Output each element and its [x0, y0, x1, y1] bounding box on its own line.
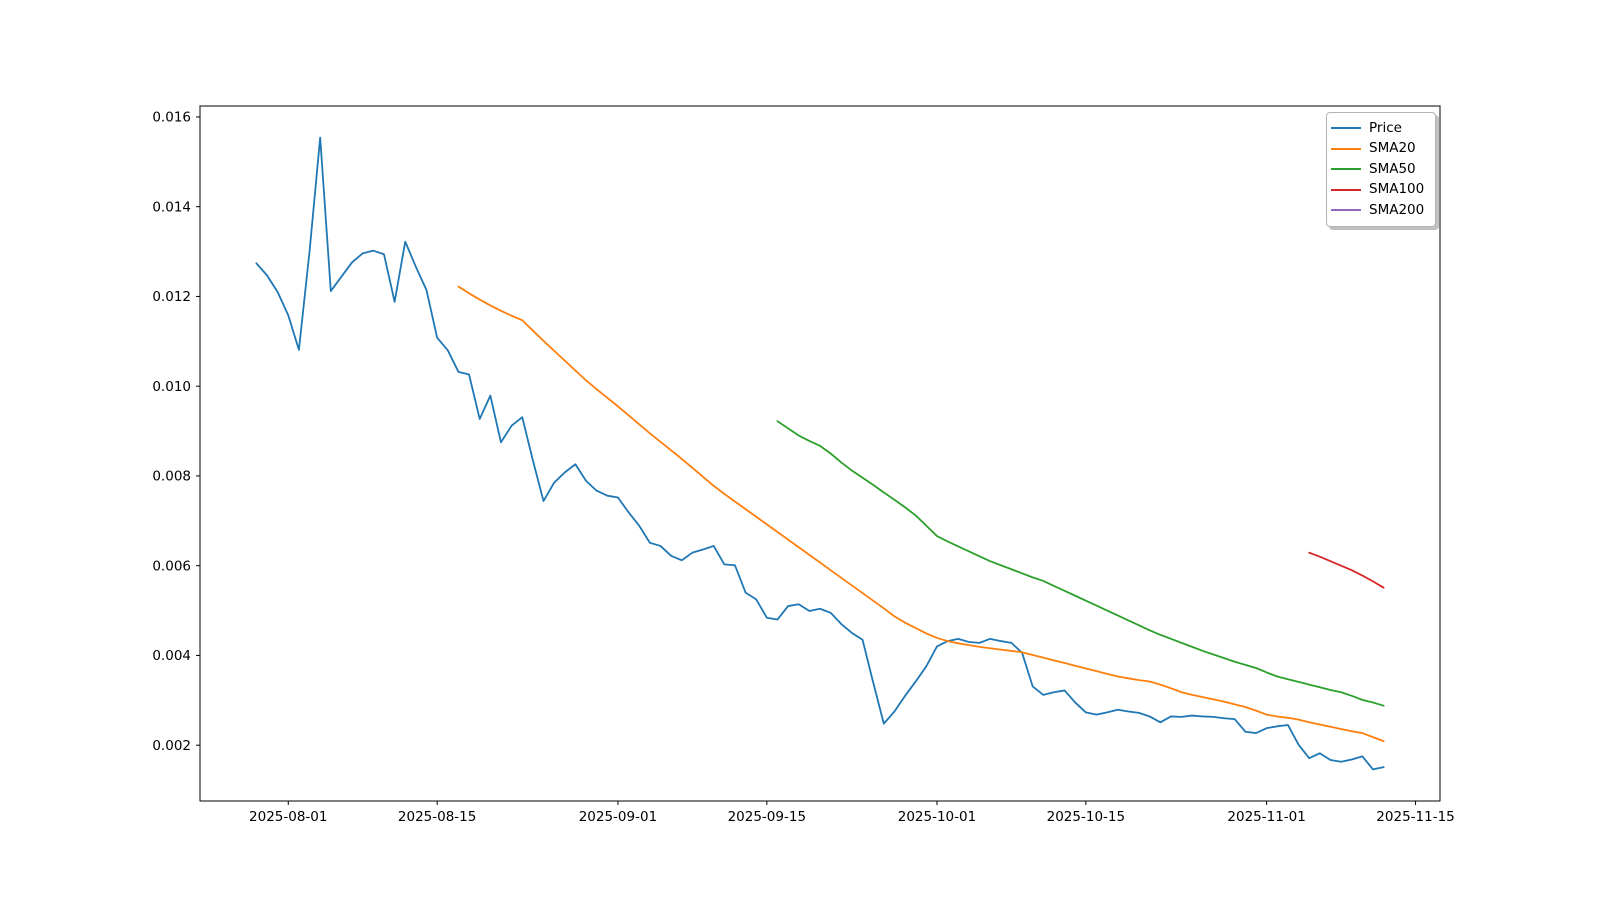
- y-tick-label-6: 0.014: [152, 199, 191, 215]
- legend: Price SMA20 SMA50 SMA100 SMA200: [1326, 112, 1436, 227]
- legend-label-sma200: SMA200: [1369, 201, 1425, 218]
- legend-label-sma20: SMA20: [1369, 140, 1416, 156]
- x-tick-label-7: 2025-11-15: [1376, 809, 1454, 825]
- y-tick-label-1: 0.004: [152, 648, 191, 664]
- legend-line-sample-sma20: [1331, 147, 1361, 150]
- y-tick-label-7: 0.016: [152, 110, 191, 126]
- legend-label-price: Price: [1369, 119, 1402, 136]
- price-line: [255, 136, 1385, 771]
- y-tick-label-5: 0.012: [152, 289, 191, 305]
- x-tick-label-2: 2025-09-01: [579, 809, 657, 825]
- legend-label-sma50: SMA50: [1369, 160, 1416, 177]
- sma50-line: [776, 420, 1385, 707]
- legend-item-price: Price: [1331, 118, 1430, 139]
- legend-line-sample-sma100: [1331, 188, 1361, 191]
- axes-frame: [199, 105, 1441, 802]
- legend-item-sma50: SMA50: [1331, 159, 1430, 180]
- legend-label-sma100: SMA100: [1369, 181, 1425, 197]
- x-tick-label-5: 2025-10-15: [1047, 809, 1125, 825]
- legend-line-sample-sma200: [1331, 209, 1361, 212]
- x-tick-label-6: 2025-11-01: [1227, 809, 1305, 825]
- y-tick-label-0: 0.002: [152, 738, 191, 754]
- legend-item-sma20: SMA20: [1331, 139, 1430, 160]
- sma100-line: [1308, 551, 1385, 589]
- y-tick-label-2: 0.006: [152, 558, 191, 574]
- legend-item-sma100: SMA100: [1331, 180, 1430, 201]
- x-tick-label-0: 2025-08-01: [249, 809, 327, 825]
- x-tick-label-3: 2025-09-15: [728, 809, 806, 825]
- y-tick-label-4: 0.010: [152, 379, 191, 395]
- y-tick-label-3: 0.008: [152, 469, 191, 485]
- legend-item-sma200: SMA200: [1331, 200, 1430, 221]
- sma20-line: [457, 285, 1385, 743]
- legend-line-sample-sma50: [1331, 168, 1361, 171]
- x-tick-label-1: 2025-08-15: [398, 809, 476, 825]
- legend-line-sample-price: [1331, 127, 1361, 130]
- x-tick-label-4: 2025-10-01: [898, 809, 976, 825]
